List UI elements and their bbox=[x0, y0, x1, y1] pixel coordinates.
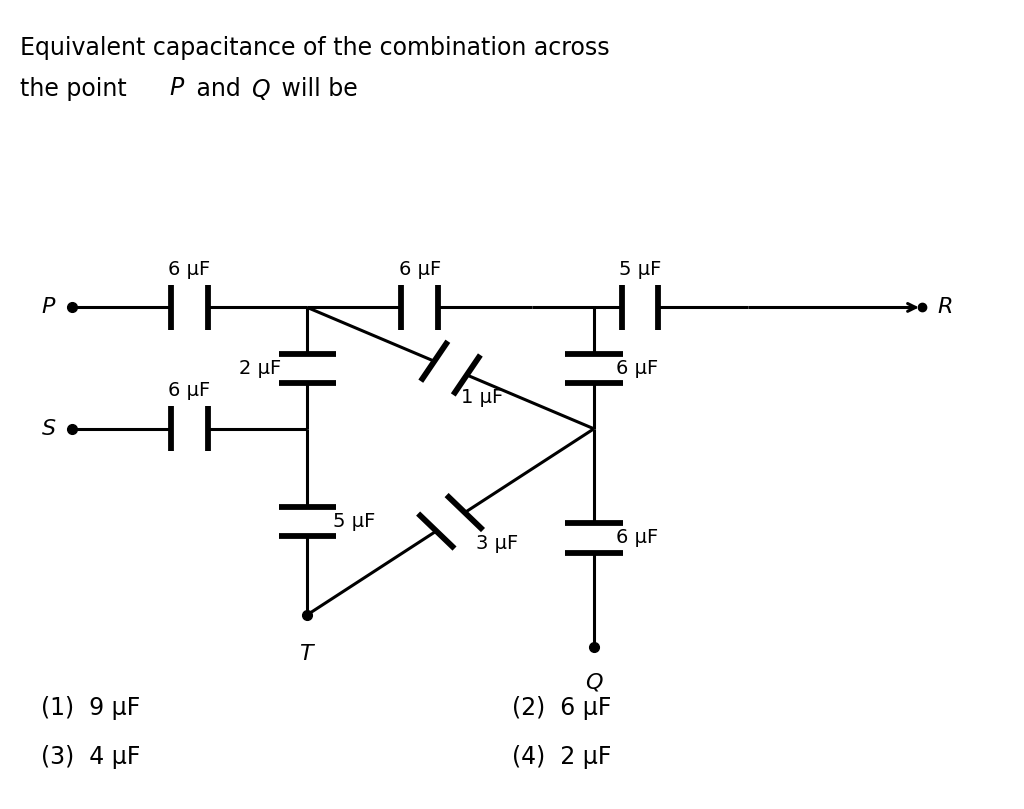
Text: will be: will be bbox=[274, 77, 358, 101]
Text: $Q$: $Q$ bbox=[251, 77, 270, 102]
Text: 5 μF: 5 μF bbox=[618, 260, 662, 279]
Text: $R$: $R$ bbox=[937, 296, 952, 319]
Text: 6 μF: 6 μF bbox=[168, 382, 211, 400]
Text: 6 μF: 6 μF bbox=[398, 260, 441, 279]
Text: (1)  9 μF: (1) 9 μF bbox=[41, 696, 140, 720]
Text: 3 μF: 3 μF bbox=[476, 534, 518, 553]
Text: $T$: $T$ bbox=[299, 643, 315, 665]
Text: $S$: $S$ bbox=[41, 417, 56, 440]
Text: and: and bbox=[189, 77, 249, 101]
Text: the point: the point bbox=[20, 77, 135, 101]
Text: (2)  6 μF: (2) 6 μF bbox=[512, 696, 611, 720]
Text: 6 μF: 6 μF bbox=[616, 358, 658, 378]
Text: $P$: $P$ bbox=[169, 77, 185, 100]
Text: (3)  4 μF: (3) 4 μF bbox=[41, 744, 140, 769]
Text: 1 μF: 1 μF bbox=[461, 388, 503, 407]
Text: 2 μF: 2 μF bbox=[240, 358, 282, 378]
Text: $P$: $P$ bbox=[41, 296, 56, 319]
Text: 6 μF: 6 μF bbox=[616, 528, 658, 548]
Text: 5 μF: 5 μF bbox=[333, 512, 375, 532]
Text: Equivalent capacitance of the combination across: Equivalent capacitance of the combinatio… bbox=[20, 36, 610, 61]
Text: (4)  2 μF: (4) 2 μF bbox=[512, 744, 611, 769]
Text: 6 μF: 6 μF bbox=[168, 260, 211, 279]
Text: $Q$: $Q$ bbox=[585, 671, 603, 693]
